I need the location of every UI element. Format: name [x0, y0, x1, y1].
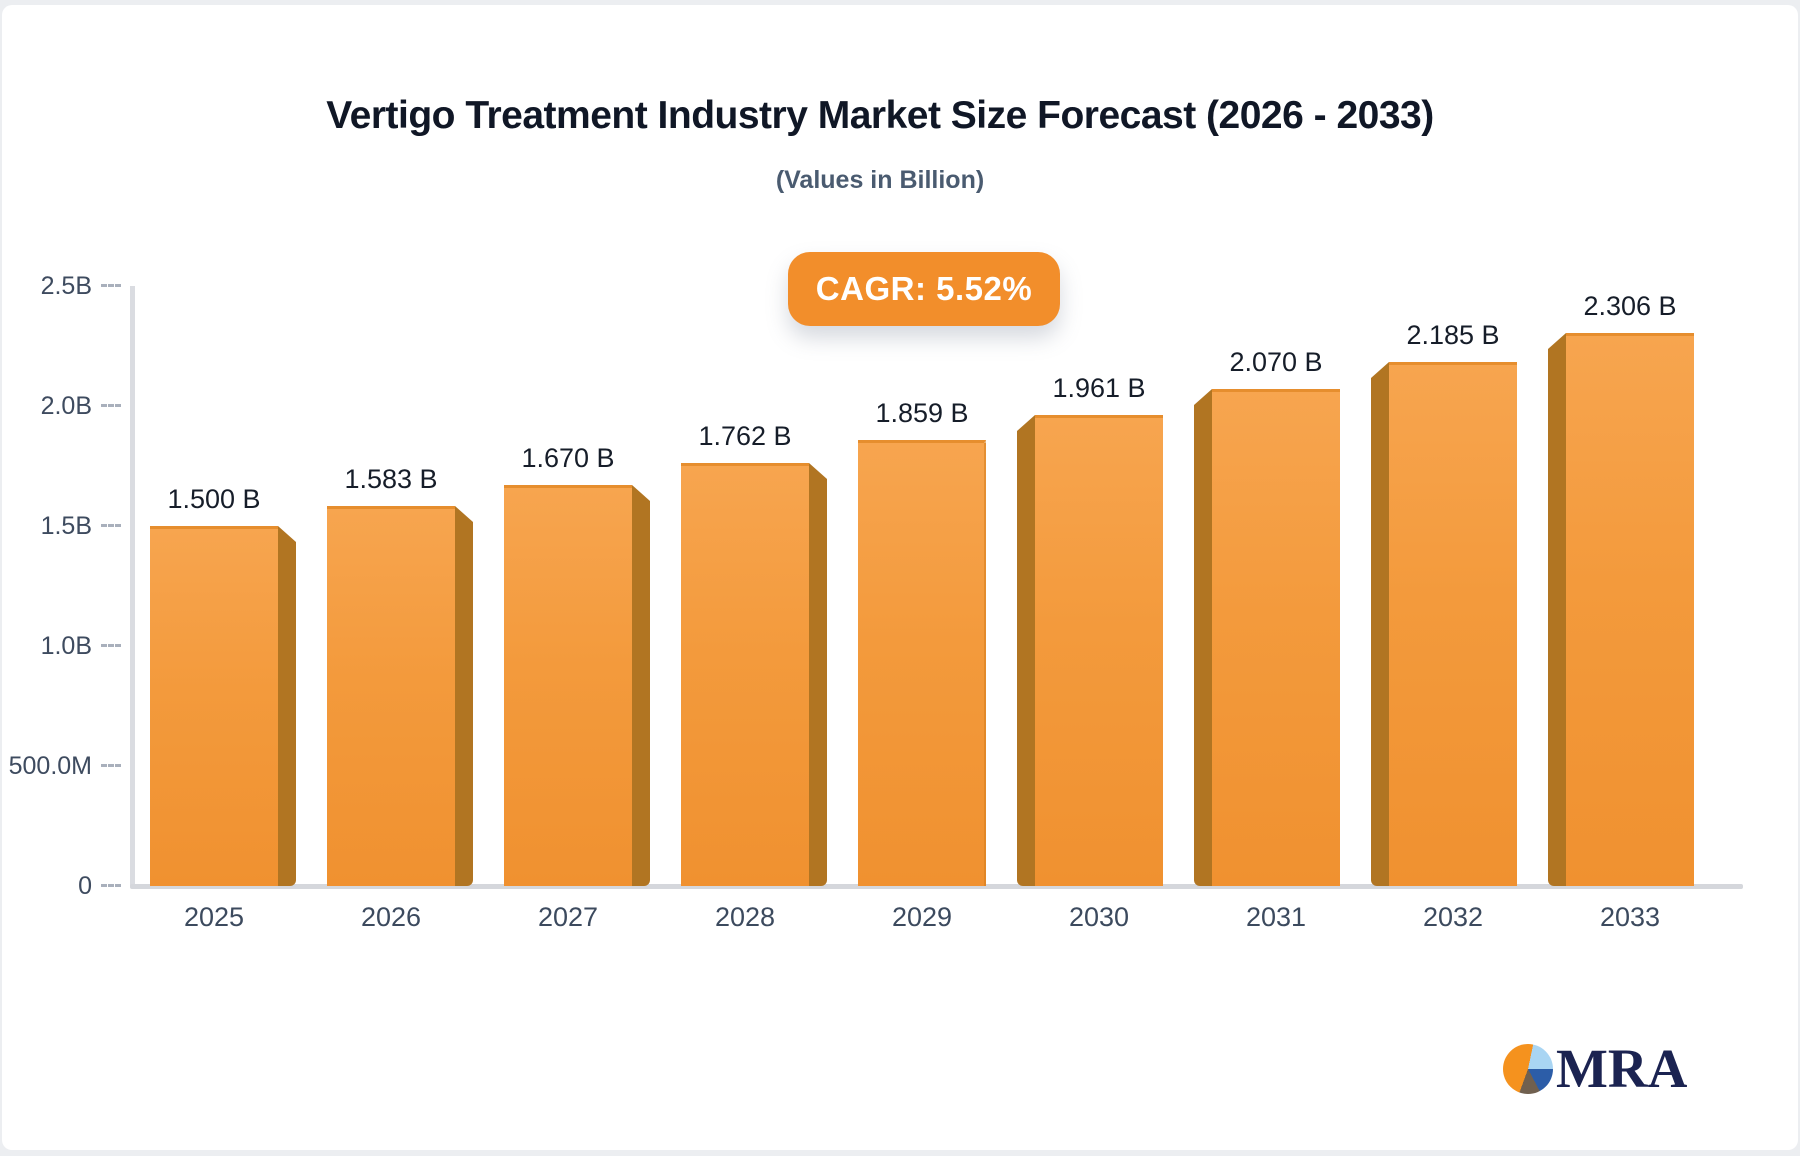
bar-value-label: 1.583 B — [344, 464, 438, 494]
bar-side-3d — [1017, 415, 1035, 886]
chart-subtitle: (Values in Billion) — [775, 166, 985, 194]
x-tick-label: 2029 — [891, 902, 953, 932]
pie-chart-logo-icon — [1503, 1044, 1553, 1094]
brand-text: MRA — [1556, 1038, 1688, 1099]
page-title: Vertigo Treatment Industry Market Size F… — [326, 94, 1434, 137]
y-tick-label: 1.5B — [40, 512, 92, 540]
bar-value-label: 2.070 B — [1229, 347, 1323, 377]
x-tick-label: 2028 — [714, 902, 776, 932]
y-tick-label: 2.5B — [40, 272, 92, 300]
x-tick-label: 2026 — [360, 902, 422, 932]
bar-value-label: 1.961 B — [1052, 373, 1146, 403]
x-tick-label: 2030 — [1068, 902, 1130, 932]
bar-face — [1566, 333, 1694, 886]
bar-face — [858, 440, 986, 886]
bar-2031 — [1194, 389, 1340, 886]
y-axis-line — [130, 286, 135, 886]
bar-value-label: 1.762 B — [698, 421, 792, 451]
bar-value-label: 1.500 B — [167, 484, 261, 514]
bar-side-3d — [1548, 333, 1566, 886]
bar-side-3d — [809, 463, 827, 886]
bar-side-3d — [632, 485, 650, 886]
y-tick-mark — [101, 404, 121, 407]
y-tick-label: 2.0B — [40, 392, 92, 420]
x-tick-label: 2032 — [1422, 902, 1484, 932]
y-tick-label: 500.0M — [8, 752, 92, 780]
bar-2029 — [858, 440, 986, 886]
y-tick-mark — [101, 284, 121, 287]
bar-side-3d — [1371, 362, 1389, 886]
bar-face — [150, 526, 278, 886]
y-tick-mark — [101, 764, 121, 767]
cagr-badge: CAGR: 5.52% — [788, 252, 1060, 326]
x-tick-label: 2025 — [183, 902, 245, 932]
bar-face — [327, 506, 455, 886]
bar-value-label: 2.185 B — [1406, 320, 1500, 350]
bar-value-label: 1.859 B — [875, 398, 969, 428]
x-axis-line — [130, 884, 1743, 889]
bar-2033 — [1548, 333, 1694, 886]
bar-2028 — [681, 463, 827, 886]
bar-2026 — [327, 506, 473, 886]
y-tick-label: 1.0B — [40, 632, 92, 660]
y-tick-label: 0 — [78, 872, 92, 900]
bar-side-3d — [1194, 389, 1212, 886]
bar-face — [681, 463, 809, 886]
bar-side-3d — [278, 526, 296, 886]
brand-logo: MRA — [1503, 1038, 1688, 1099]
x-tick-label: 2033 — [1599, 902, 1661, 932]
bar-2030 — [1017, 415, 1163, 886]
x-tick-label: 2031 — [1245, 902, 1307, 932]
bar-side-3d — [455, 506, 473, 886]
y-tick-mark — [101, 524, 121, 527]
bar-face — [1035, 415, 1163, 886]
bar-face — [504, 485, 632, 886]
bar-face — [1212, 389, 1340, 886]
bar-value-label: 2.306 B — [1583, 291, 1677, 321]
y-tick-mark — [101, 644, 121, 647]
bar-face — [1389, 362, 1517, 886]
bar-2032 — [1371, 362, 1517, 886]
y-tick-mark — [101, 884, 121, 887]
bar-value-label: 1.670 B — [521, 443, 615, 473]
bar-2027 — [504, 485, 650, 886]
x-tick-label: 2027 — [537, 902, 599, 932]
bar-2025 — [150, 526, 296, 886]
